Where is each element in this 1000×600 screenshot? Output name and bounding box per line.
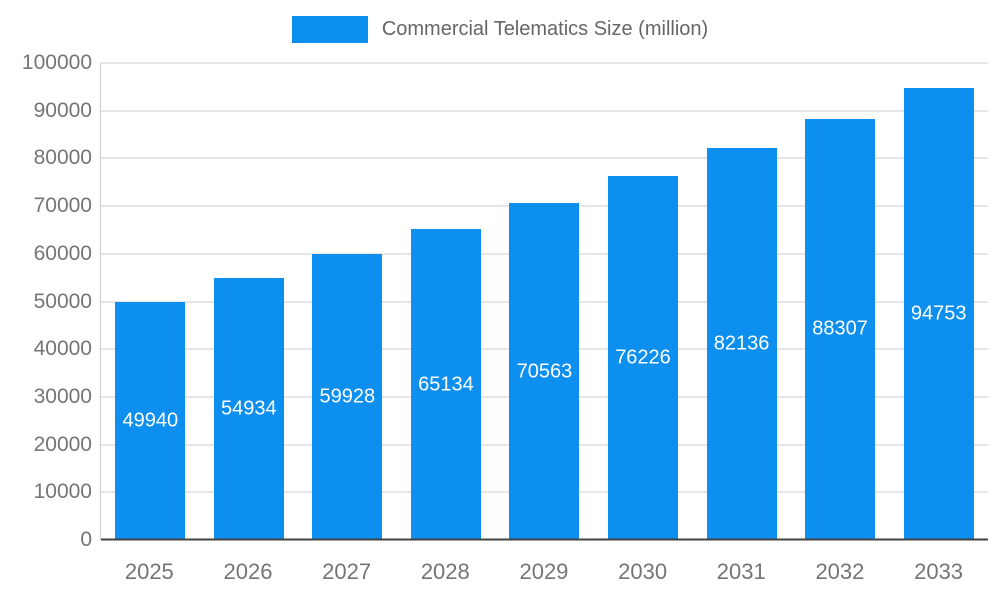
- bar-slot: 54934: [213, 63, 284, 540]
- bar-slot: 82136: [706, 63, 777, 540]
- y-tick-label: 90000: [33, 98, 92, 122]
- gridline: [101, 62, 988, 64]
- y-tick-label: 20000: [33, 432, 92, 456]
- y-axis: 0 10000 20000 30000 40000 50000 60000 70000 8000…: [0, 51, 92, 551]
- bar-slot: 70563: [509, 63, 580, 540]
- y-tick-label: 50000: [33, 289, 92, 313]
- x-tick-label: 2032: [815, 559, 865, 584]
- bar-value-label: 82136: [713, 332, 770, 355]
- bar-2025: 49940: [115, 301, 186, 540]
- bar-2028: 65134: [410, 229, 481, 540]
- x-tick-label: 2026: [223, 559, 273, 584]
- x-tick-label: 2033: [914, 559, 964, 584]
- bar-slot: 88307: [805, 63, 876, 540]
- bar-value-label: 88307: [812, 317, 868, 340]
- y-tick-label: 0: [80, 528, 92, 551]
- bar-2026: 54934: [213, 277, 284, 540]
- x-axis: 2025 2026 2027 2028 2029 2030 2031 2032 2033: [100, 552, 988, 592]
- bar-value-label: 59928: [319, 385, 376, 408]
- chart-legend: Commercial Telematics Size (million): [0, 16, 1000, 43]
- gridline: [101, 157, 988, 159]
- bar-value-label: 76226: [615, 346, 671, 369]
- bar-value-label: 49940: [122, 409, 179, 432]
- legend-swatch-icon: [291, 16, 368, 43]
- y-tick-label: 70000: [33, 194, 92, 218]
- bar-2033: 94753: [903, 88, 974, 540]
- bar-2029: 70563: [509, 203, 580, 540]
- plot-area: 49940 54934 59928 65134 70563 76226 82136 88307…: [100, 62, 988, 541]
- x-tick-label: 2031: [716, 559, 766, 584]
- bar-2032: 88307: [805, 118, 876, 540]
- y-tick-label: 40000: [33, 337, 92, 361]
- y-tick-label: 60000: [33, 241, 92, 265]
- bar-value-label: 94753: [910, 302, 967, 325]
- y-tick-label: 80000: [33, 146, 92, 170]
- bar-value-label: 65134: [418, 373, 474, 396]
- x-tick-label: 2027: [322, 559, 372, 584]
- legend-label: Commercial Telematics Size (million): [381, 18, 709, 40]
- bar-2027: 59928: [312, 254, 383, 540]
- bars: 49940 54934 59928 65134 70563 76226 82136 88307…: [101, 63, 988, 540]
- bar-2030: 76226: [608, 176, 678, 540]
- bar-value-label: 54934: [221, 397, 277, 420]
- y-tick-label: 30000: [33, 384, 92, 408]
- bar-slot: 59928: [312, 63, 383, 540]
- x-axis-line: [101, 538, 988, 541]
- bar-slot: 49940: [115, 63, 186, 540]
- bar-slot: 76226: [608, 63, 678, 540]
- y-tick-label: 10000: [33, 480, 92, 504]
- gridline: [101, 110, 988, 112]
- bar-slot: 65134: [410, 63, 481, 540]
- x-tick-label: 2025: [124, 559, 174, 584]
- bar-2031: 82136: [706, 148, 777, 540]
- x-tick-label: 2029: [519, 559, 569, 584]
- x-tick-label: 2028: [420, 559, 470, 584]
- bar-value-label: 70563: [516, 360, 573, 383]
- bar-slot: 94753: [903, 63, 974, 540]
- x-tick-label: 2030: [618, 559, 668, 584]
- y-tick-label: 100000: [21, 51, 92, 74]
